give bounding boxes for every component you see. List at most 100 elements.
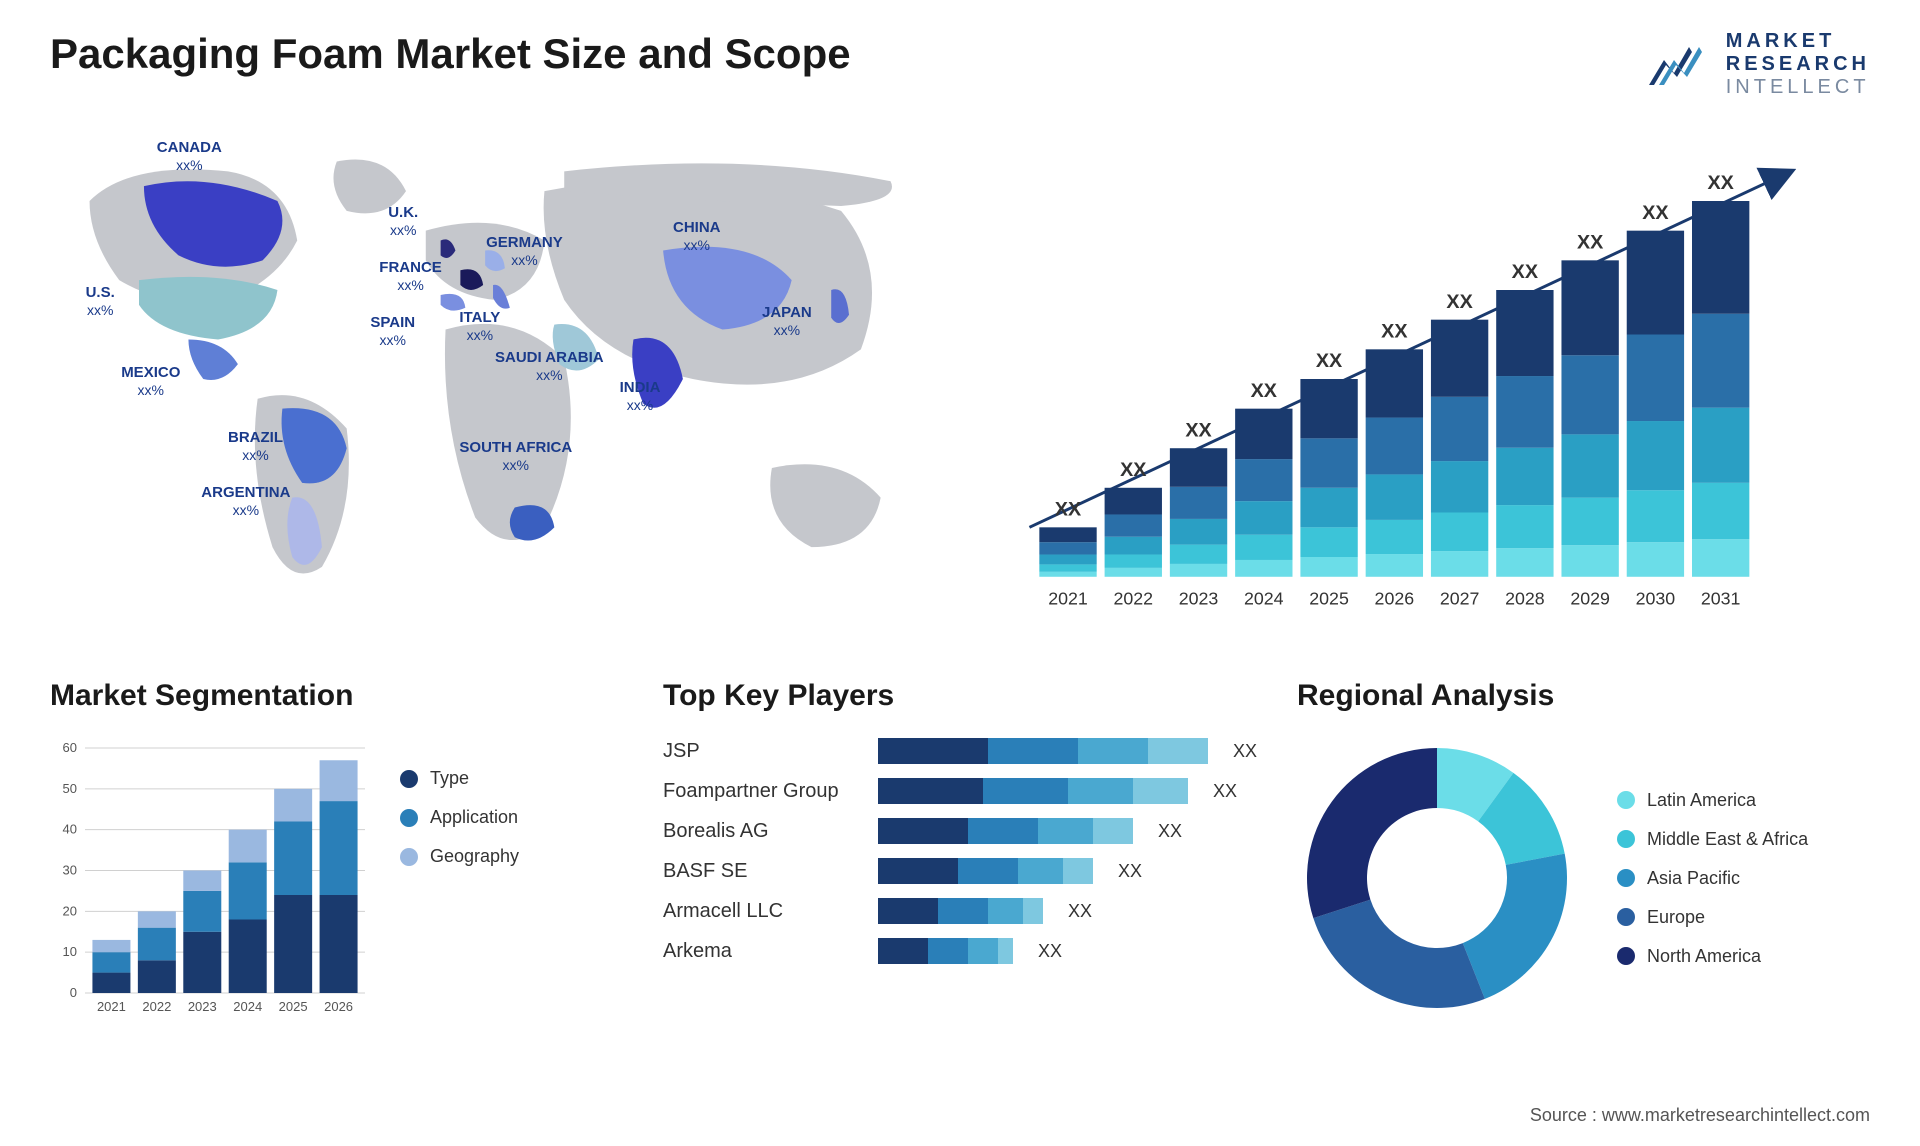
svg-text:0: 0 <box>70 985 77 1000</box>
header: Packaging Foam Market Size and Scope MAR… <box>50 30 1870 99</box>
player-value: XX <box>1233 741 1257 762</box>
svg-text:20: 20 <box>63 903 77 918</box>
player-value: XX <box>1038 941 1062 962</box>
svg-text:XX: XX <box>1381 320 1408 342</box>
svg-text:XX: XX <box>1642 202 1669 224</box>
player-row: Armacell LLC XX <box>663 898 1257 924</box>
player-value: XX <box>1118 861 1142 882</box>
svg-text:2021: 2021 <box>97 999 126 1014</box>
svg-text:XX: XX <box>1446 291 1473 313</box>
svg-text:50: 50 <box>63 781 77 796</box>
player-bar <box>878 738 1208 764</box>
svg-text:XX: XX <box>1251 380 1278 402</box>
svg-text:2025: 2025 <box>1309 588 1349 608</box>
regional-section: Regional Analysis Latin America Middle Ea… <box>1297 679 1870 1018</box>
map-label-france: FRANCExx% <box>379 259 442 294</box>
map-label-italy: ITALYxx% <box>459 309 500 344</box>
top-row: CANADAxx% U.S.xx% MEXICOxx% BRAZILxx% ARGENT… <box>50 129 1870 629</box>
svg-text:XX: XX <box>1120 459 1147 481</box>
player-row: Foampartner Group XX <box>663 778 1257 804</box>
regional-legend: Latin America Middle East & Africa Asia Pa… <box>1617 790 1808 967</box>
logo-line3: INTELLECT <box>1726 76 1870 99</box>
player-name: JSP <box>663 740 863 763</box>
map-label-japan: JAPANxx% <box>762 304 812 339</box>
growth-chart: XX2021XX2022XX2023XX2024XX2025XX2026XX20… <box>980 129 1870 629</box>
map-label-germany: GERMANYxx% <box>486 234 563 269</box>
svg-text:XX: XX <box>1316 350 1343 372</box>
regional-legend-item: Latin America <box>1617 790 1808 811</box>
svg-text:2030: 2030 <box>1636 588 1676 608</box>
player-bar <box>878 778 1188 804</box>
regional-legend-item: North America <box>1617 946 1808 967</box>
map-label-spain: SPAINxx% <box>370 314 415 349</box>
map-label-saudiarabia: SAUDI ARABIAxx% <box>495 349 604 384</box>
players-title: Top Key Players <box>663 679 1257 713</box>
svg-text:2026: 2026 <box>324 999 353 1014</box>
segmentation-chart: 0102030405060202120222023202420252026 <box>50 738 370 1018</box>
player-value: XX <box>1213 781 1237 802</box>
seg-legend-geography: Geography <box>400 846 519 867</box>
source-text: Source : www.marketresearchintellect.com <box>1530 1105 1870 1126</box>
bottom-row: Market Segmentation 01020304050602021202… <box>50 679 1870 1018</box>
logo-icon <box>1644 35 1714 95</box>
segmentation-title: Market Segmentation <box>50 679 623 713</box>
svg-text:2024: 2024 <box>233 999 262 1014</box>
svg-text:60: 60 <box>63 740 77 755</box>
logo: MARKET RESEARCH INTELLECT <box>1644 30 1870 99</box>
svg-text:40: 40 <box>63 822 77 837</box>
svg-text:2023: 2023 <box>188 999 217 1014</box>
logo-line1: MARKET <box>1726 30 1870 53</box>
logo-line2: RESEARCH <box>1726 53 1870 76</box>
map-label-canada: CANADAxx% <box>157 139 222 174</box>
regional-legend-item: Asia Pacific <box>1617 868 1808 889</box>
map-label-brazil: BRAZILxx% <box>228 429 283 464</box>
player-value: XX <box>1158 821 1182 842</box>
regional-legend-item: Middle East & Africa <box>1617 829 1808 850</box>
map-label-us: U.S.xx% <box>86 284 115 319</box>
player-bar <box>878 818 1133 844</box>
page-title: Packaging Foam Market Size and Scope <box>50 30 851 78</box>
svg-text:2031: 2031 <box>1701 588 1741 608</box>
map-label-mexico: MEXICOxx% <box>121 364 180 399</box>
map-label-china: CHINAxx% <box>673 219 721 254</box>
svg-text:XX: XX <box>1185 419 1212 441</box>
player-value: XX <box>1068 901 1092 922</box>
map-label-india: INDIAxx% <box>620 379 661 414</box>
player-name: Arkema <box>663 940 863 963</box>
svg-text:2026: 2026 <box>1375 588 1415 608</box>
world-map: CANADAxx% U.S.xx% MEXICOxx% BRAZILxx% ARGENT… <box>50 129 940 629</box>
map-label-southafrica: SOUTH AFRICAxx% <box>459 439 572 474</box>
players-section: Top Key Players JSP XX Foampartner Group XX… <box>663 679 1257 1018</box>
player-bar <box>878 898 1043 924</box>
player-row: Borealis AG XX <box>663 818 1257 844</box>
regional-title: Regional Analysis <box>1297 679 1870 713</box>
player-bar <box>878 938 1013 964</box>
seg-legend-type: Type <box>400 768 519 789</box>
player-name: Foampartner Group <box>663 780 863 803</box>
seg-legend-application: Application <box>400 807 519 828</box>
player-bar <box>878 858 1093 884</box>
player-row: BASF SE XX <box>663 858 1257 884</box>
svg-text:XX: XX <box>1055 498 1082 520</box>
svg-text:XX: XX <box>1512 261 1539 283</box>
regional-legend-item: Europe <box>1617 907 1808 928</box>
player-name: BASF SE <box>663 860 863 883</box>
svg-text:2022: 2022 <box>142 999 171 1014</box>
segmentation-legend: Type Application Geography <box>400 738 519 1018</box>
player-row: Arkema XX <box>663 938 1257 964</box>
player-row: JSP XX <box>663 738 1257 764</box>
segmentation-svg: 0102030405060202120222023202420252026 <box>50 738 370 1018</box>
svg-text:2025: 2025 <box>279 999 308 1014</box>
segmentation-section: Market Segmentation 01020304050602021202… <box>50 679 623 1018</box>
svg-text:2024: 2024 <box>1244 588 1284 608</box>
player-name: Borealis AG <box>663 820 863 843</box>
svg-text:2022: 2022 <box>1113 588 1153 608</box>
svg-text:XX: XX <box>1577 231 1604 253</box>
player-name: Armacell LLC <box>663 900 863 923</box>
growth-chart-svg: XX2021XX2022XX2023XX2024XX2025XX2026XX20… <box>980 129 1870 629</box>
svg-text:2029: 2029 <box>1570 588 1610 608</box>
map-label-argentina: ARGENTINAxx% <box>201 484 290 519</box>
svg-text:10: 10 <box>63 944 77 959</box>
svg-text:2023: 2023 <box>1179 588 1219 608</box>
svg-text:XX: XX <box>1707 172 1734 194</box>
